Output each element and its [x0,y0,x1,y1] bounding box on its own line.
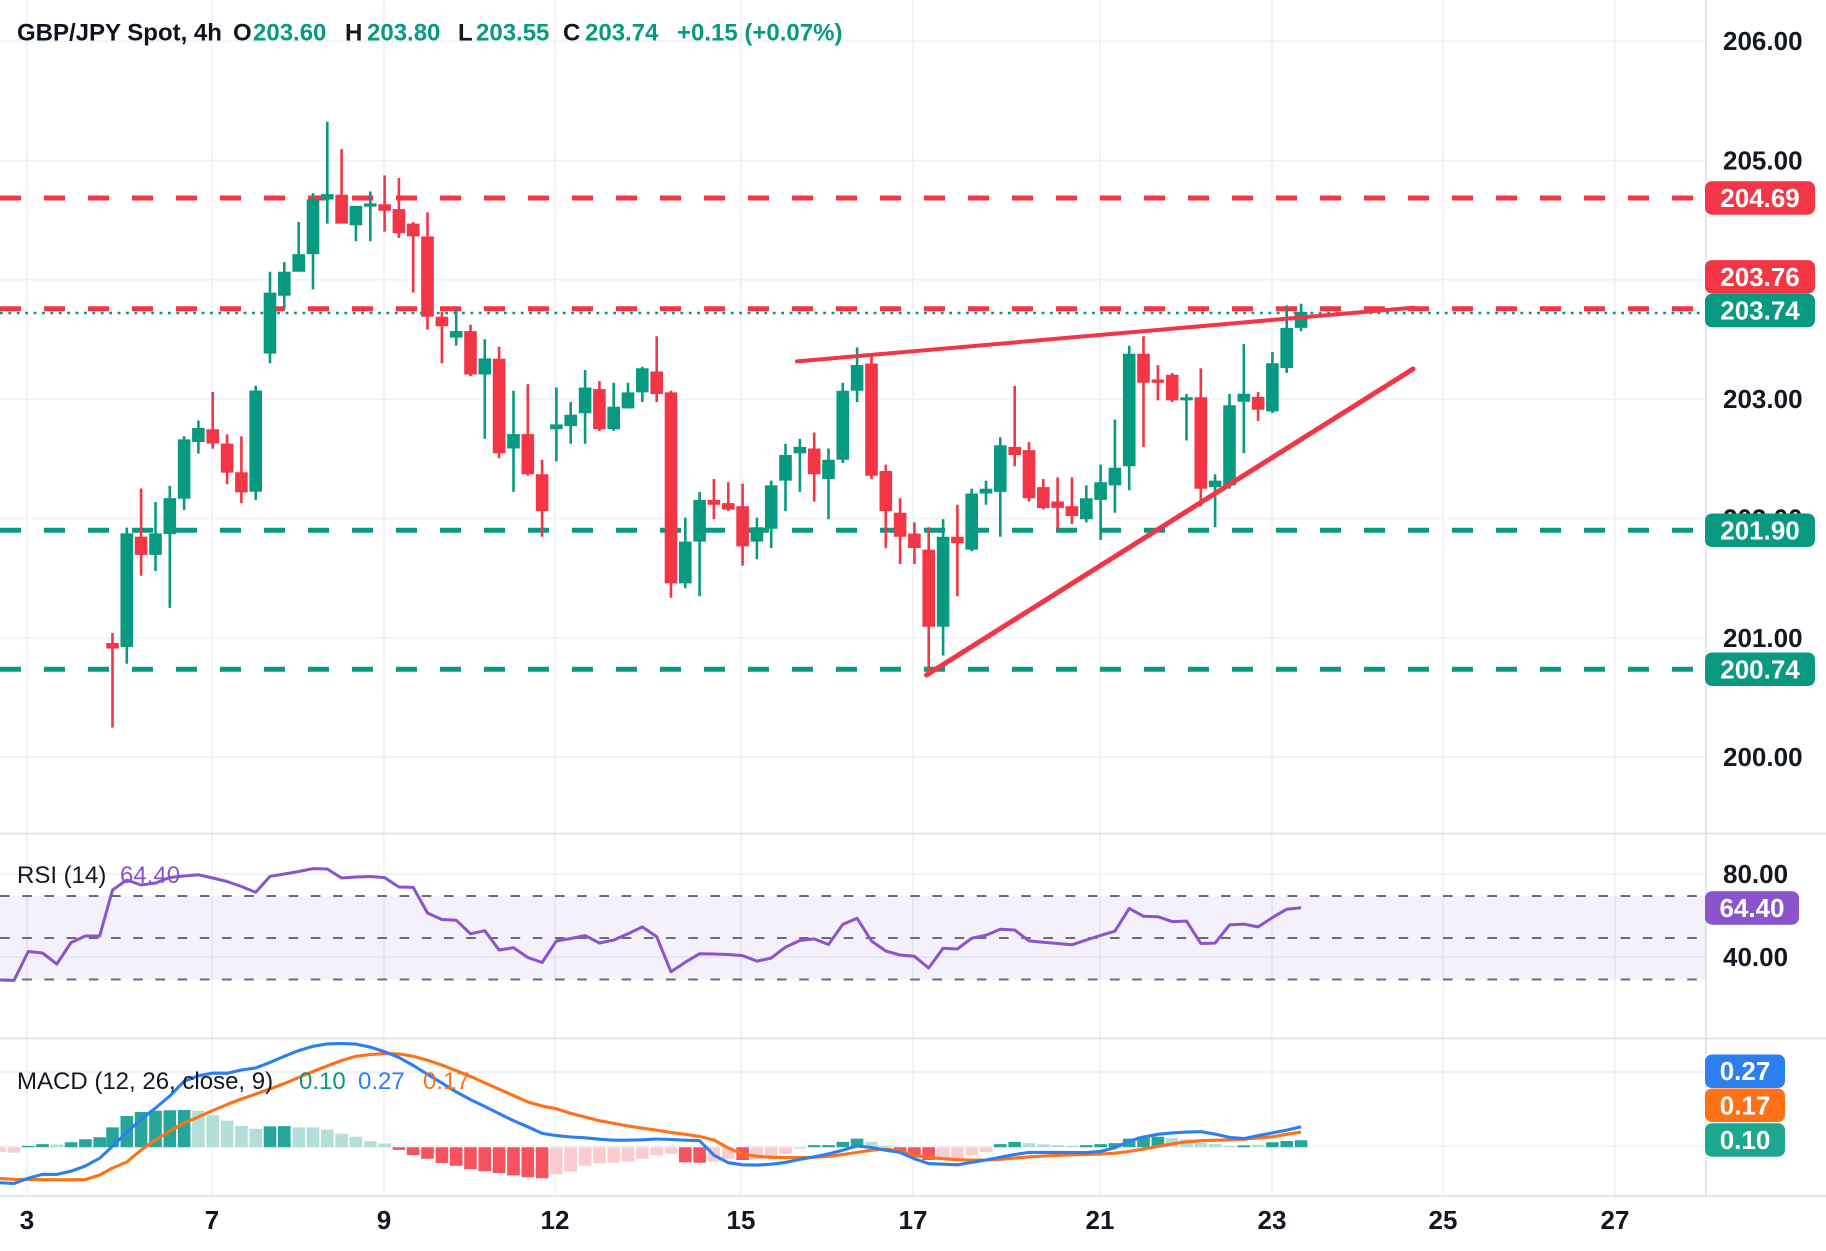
svg-text:200.74: 200.74 [1720,654,1800,684]
svg-text:203.76: 203.76 [1720,262,1800,292]
svg-text:64.40: 64.40 [1719,893,1784,923]
svg-text:O: O [233,20,252,47]
svg-text:0.10: 0.10 [299,1068,346,1095]
svg-text:RSI (14): RSI (14) [17,862,106,889]
svg-text:0.17: 0.17 [1720,1090,1771,1120]
svg-text:H: H [345,20,362,47]
svg-text:64.40: 64.40 [120,862,180,889]
svg-text:L: L [458,20,473,47]
svg-text:0.10: 0.10 [1720,1125,1771,1155]
svg-text:203.80: 203.80 [367,20,440,47]
svg-text:0.27: 0.27 [1720,1056,1771,1086]
svg-text:200.00: 200.00 [1723,742,1803,772]
svg-text:C: C [563,20,580,47]
svg-text:203.60: 203.60 [253,20,326,47]
svg-text:201.90: 201.90 [1720,515,1800,545]
svg-text:25: 25 [1429,1205,1458,1235]
svg-text:23: 23 [1258,1205,1287,1235]
svg-text:21: 21 [1086,1205,1115,1235]
svg-text:0.17: 0.17 [423,1068,470,1095]
svg-text:203.55: 203.55 [476,20,549,47]
svg-text:205.00: 205.00 [1723,146,1803,176]
svg-text:203.00: 203.00 [1723,384,1803,414]
svg-text:203.74: 203.74 [585,20,659,47]
svg-text:204.69: 204.69 [1720,183,1800,213]
svg-text:40.00: 40.00 [1723,942,1788,972]
svg-text:27: 27 [1601,1205,1630,1235]
svg-text:7: 7 [205,1205,219,1235]
svg-text:15: 15 [727,1205,756,1235]
svg-text:GBP/JPY Spot, 4h: GBP/JPY Spot, 4h [17,20,222,47]
svg-text:12: 12 [541,1205,570,1235]
svg-text:+0.15 (+0.07%): +0.15 (+0.07%) [677,20,842,47]
svg-text:0.27: 0.27 [358,1068,405,1095]
svg-text:MACD (12, 26, close, 9): MACD (12, 26, close, 9) [17,1068,273,1095]
svg-text:203.74: 203.74 [1720,296,1800,326]
svg-text:206.00: 206.00 [1723,26,1803,56]
svg-text:3: 3 [20,1205,34,1235]
svg-text:201.00: 201.00 [1723,623,1803,653]
svg-text:80.00: 80.00 [1723,859,1788,889]
svg-text:17: 17 [899,1205,928,1235]
svg-text:9: 9 [377,1205,391,1235]
